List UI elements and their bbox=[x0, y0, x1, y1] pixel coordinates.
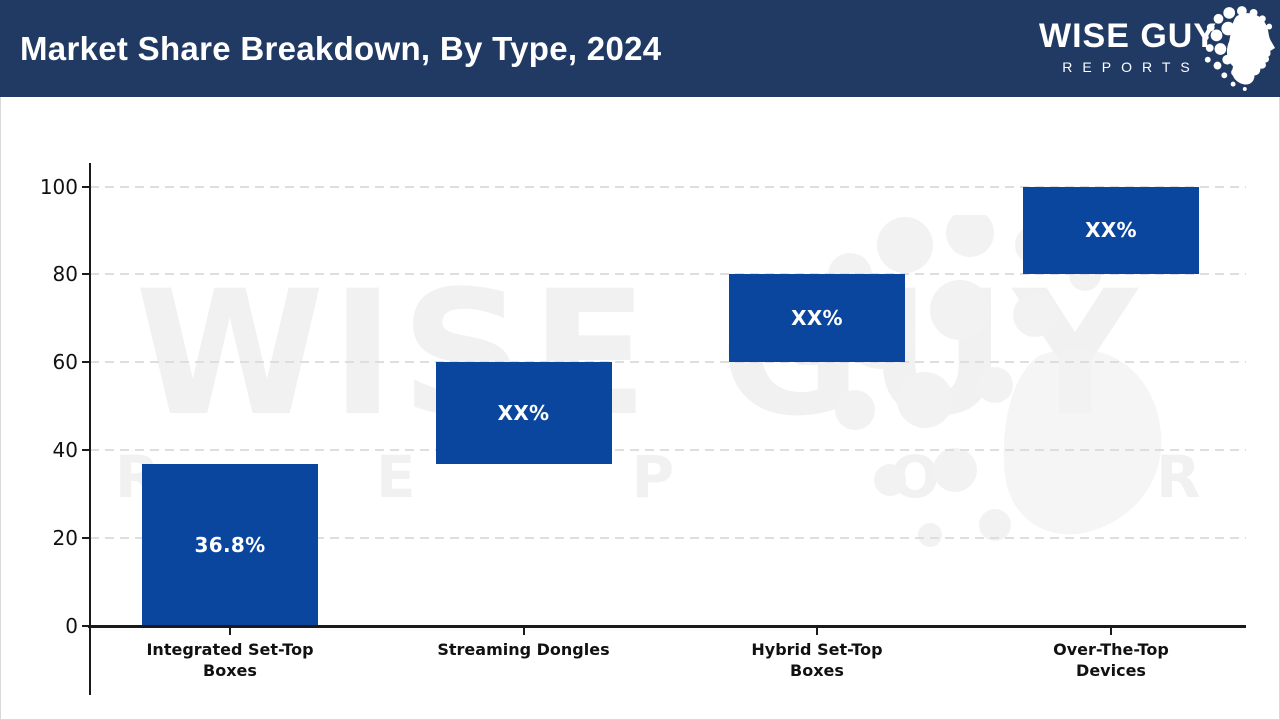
logo-wordmark: WISE GUY bbox=[1038, 17, 1218, 55]
x-category-label-1: Integrated Set-Top Boxes bbox=[110, 639, 350, 681]
x-tick-1 bbox=[229, 628, 231, 635]
x-category-label-line: Boxes bbox=[203, 661, 257, 680]
wise-guy-logo: WISE GUY REPORTS bbox=[1028, 17, 1228, 75]
y-tick-80 bbox=[82, 273, 90, 276]
y-tick-label-60: 60 bbox=[52, 350, 78, 375]
y-tick-label-0: 0 bbox=[65, 614, 78, 638]
x-category-label-2: Streaming Dongles bbox=[404, 639, 644, 660]
bar-3: XX% bbox=[729, 274, 905, 363]
gridline-20 bbox=[90, 537, 1246, 540]
bar-value-label-4: XX% bbox=[1085, 218, 1137, 243]
x-category-label-line: Integrated Set-Top bbox=[146, 640, 314, 659]
y-tick-label-80: 80 bbox=[52, 262, 78, 287]
x-category-label-3: Hybrid Set-Top Boxes bbox=[697, 639, 937, 681]
x-tick-4 bbox=[1110, 628, 1112, 635]
bar-value-label-1: 36.8% bbox=[194, 533, 266, 558]
x-category-label-line: Devices bbox=[1076, 661, 1146, 680]
x-tick-2 bbox=[522, 628, 525, 635]
x-category-label-line: Boxes bbox=[790, 661, 844, 680]
header-bar: Market Share Breakdown, By Type, 2024 WI… bbox=[0, 0, 1280, 97]
y-tick-0 bbox=[82, 625, 90, 627]
page-title: Market Share Breakdown, By Type, 2024 bbox=[20, 30, 662, 67]
gridline-40 bbox=[90, 449, 1246, 452]
x-axis-line bbox=[88, 625, 1246, 628]
x-tick-3 bbox=[816, 628, 818, 635]
x-category-label-line: Hybrid Set-Top bbox=[751, 640, 883, 659]
gridline-80 bbox=[90, 273, 1246, 276]
logo-subtitle: REPORTS bbox=[1062, 59, 1200, 75]
y-tick-60 bbox=[82, 361, 90, 364]
chart-plot-area: 0 20 40 60 80 100 36.8% Integrated Set-Top Boxes… bbox=[0, 97, 1280, 720]
y-tick-100 bbox=[82, 185, 90, 188]
y-tick-20 bbox=[82, 537, 90, 540]
bar-1: 36.8% bbox=[142, 464, 318, 626]
x-category-label-line: Over-The-Top bbox=[1053, 640, 1169, 659]
gridline-60 bbox=[90, 361, 1246, 364]
y-tick-40 bbox=[82, 449, 90, 452]
wise-guy-head-icon bbox=[1202, 6, 1276, 91]
x-category-label-line: Streaming Dongles bbox=[437, 640, 610, 659]
x-category-label-4: Over-The-Top Devices bbox=[991, 639, 1231, 681]
y-tick-label-20: 20 bbox=[52, 526, 78, 551]
bar-value-label-3: XX% bbox=[791, 306, 843, 331]
y-axis-line bbox=[89, 163, 91, 695]
gridline-100 bbox=[90, 185, 1246, 188]
y-tick-label-100: 100 bbox=[39, 174, 78, 199]
bar-value-label-2: XX% bbox=[497, 401, 550, 426]
bar-4: XX% bbox=[1023, 186, 1199, 275]
watermark-head-icon bbox=[828, 215, 1162, 547]
bar-2: XX% bbox=[435, 362, 612, 465]
y-tick-label-40: 40 bbox=[52, 438, 78, 463]
